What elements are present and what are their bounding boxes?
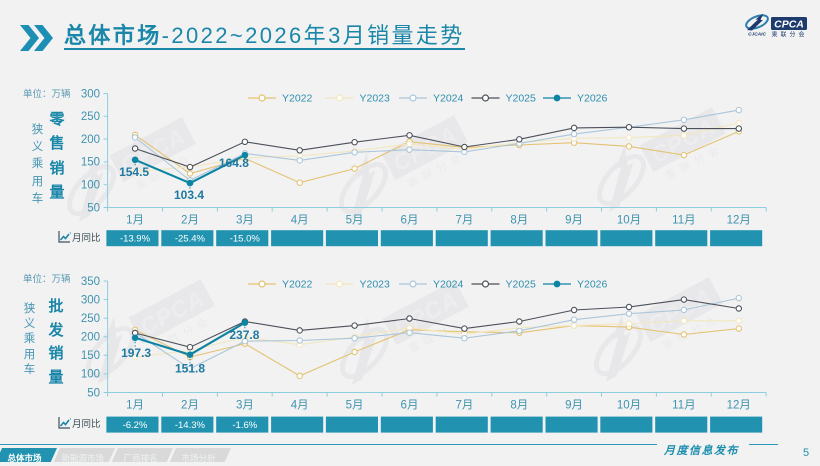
svg-text:150: 150 (81, 157, 100, 169)
svg-text:Y2022: Y2022 (282, 279, 313, 291)
svg-text:月同比: 月同比 (72, 232, 101, 244)
svg-text:Y2026: Y2026 (577, 279, 608, 291)
svg-text:50: 50 (87, 387, 100, 399)
svg-text:-25.4%: -25.4% (175, 234, 206, 245)
svg-text:2月: 2月 (181, 215, 199, 227)
svg-text:Y2025: Y2025 (506, 279, 537, 291)
svg-text:6月: 6月 (401, 215, 419, 227)
svg-text:-1.6%: -1.6% (232, 420, 257, 431)
svg-text:1月: 1月 (126, 400, 144, 412)
svg-text:200: 200 (81, 134, 100, 146)
svg-text:300: 300 (81, 88, 100, 100)
svg-text:5月: 5月 (346, 400, 364, 412)
svg-text:50: 50 (87, 202, 100, 214)
svg-text:-15.0%: -15.0% (230, 234, 261, 245)
svg-text:-6.2%: -6.2% (123, 420, 148, 431)
svg-text:Y2024: Y2024 (433, 279, 464, 291)
svg-text:10月: 10月 (617, 215, 641, 227)
svg-text:250: 250 (81, 111, 100, 123)
svg-text:154.5: 154.5 (119, 165, 149, 179)
svg-text:5月: 5月 (346, 215, 364, 227)
svg-text:-13.9%: -13.9% (120, 234, 151, 245)
svg-text:乘联分会: 乘联分会 (771, 31, 807, 39)
svg-text:6月: 6月 (401, 400, 419, 412)
svg-text:197.3: 197.3 (121, 346, 151, 360)
svg-text:151.8: 151.8 (175, 362, 205, 376)
svg-text:11月: 11月 (672, 400, 695, 412)
svg-text:Y2025: Y2025 (506, 93, 537, 105)
svg-text:100: 100 (81, 369, 100, 381)
svg-text:3月: 3月 (236, 215, 254, 227)
svg-text:4月: 4月 (291, 400, 309, 412)
svg-text:1月: 1月 (126, 215, 144, 227)
svg-text:9月: 9月 (565, 400, 583, 412)
svg-text:8月: 8月 (510, 215, 528, 227)
svg-text:CPCA: CPCA (774, 19, 804, 31)
svg-text:150: 150 (81, 350, 100, 362)
svg-text:Y2023: Y2023 (360, 93, 391, 105)
svg-text:7月: 7月 (455, 215, 473, 227)
svg-text:200: 200 (81, 332, 100, 344)
svg-text:250: 250 (81, 313, 100, 325)
svg-text:164.8: 164.8 (219, 156, 249, 170)
svg-text:103.4: 103.4 (174, 188, 204, 202)
svg-text:2月: 2月 (181, 400, 199, 412)
svg-text:100: 100 (81, 180, 100, 192)
svg-text:10月: 10月 (617, 400, 641, 412)
svg-text:Y2022: Y2022 (282, 93, 313, 105)
svg-text:Y2026: Y2026 (577, 93, 608, 105)
svg-text:237.8: 237.8 (229, 328, 259, 342)
svg-text:12月: 12月 (727, 215, 751, 227)
svg-text:Y2023: Y2023 (360, 279, 391, 291)
svg-text:CJCAIC: CJCAIC (748, 32, 766, 38)
svg-text:7月: 7月 (455, 400, 473, 412)
svg-text:300: 300 (81, 294, 100, 306)
svg-text:8月: 8月 (510, 400, 528, 412)
svg-text:月同比: 月同比 (72, 418, 101, 430)
svg-text:3月: 3月 (236, 400, 254, 412)
svg-text:350: 350 (81, 276, 100, 288)
svg-text:12月: 12月 (727, 400, 751, 412)
svg-text:-14.3%: -14.3% (175, 420, 206, 431)
svg-text:9月: 9月 (565, 215, 583, 227)
svg-text:Y2024: Y2024 (433, 93, 464, 105)
svg-text:11月: 11月 (672, 215, 695, 227)
svg-text:4月: 4月 (291, 215, 309, 227)
